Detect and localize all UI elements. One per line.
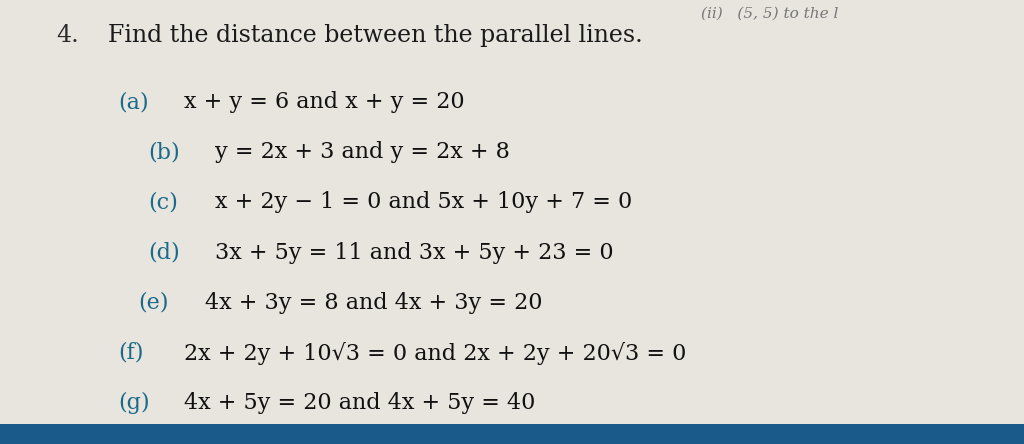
Text: 4x + 3y = 8 and 4x + 3y = 20: 4x + 3y = 8 and 4x + 3y = 20 [205, 292, 543, 314]
Bar [0, 424, 1024, 444]
Text: Find the distance between the parallel lines.: Find the distance between the parallel l… [108, 24, 642, 48]
Text: 3x + 5y = 11 and 3x + 5y + 23 = 0: 3x + 5y = 11 and 3x + 5y + 23 = 0 [215, 242, 613, 264]
Text: (f): (f) [118, 342, 143, 364]
Text: (g): (g) [118, 392, 150, 414]
Text: (c): (c) [148, 191, 178, 214]
Text: (e): (e) [138, 292, 169, 314]
Text: x + y = 6 and x + y = 20: x + y = 6 and x + y = 20 [184, 91, 465, 113]
Text: (ii)   (5, 5) to the l: (ii) (5, 5) to the l [701, 7, 839, 21]
Text: 2x + 2y + 10√3 = 0 and 2x + 2y + 20√3 = 0: 2x + 2y + 10√3 = 0 and 2x + 2y + 20√3 = … [184, 342, 687, 365]
Text: 4x + 5y = 20 and 4x + 5y = 40: 4x + 5y = 20 and 4x + 5y = 40 [184, 392, 536, 414]
Text: 4.: 4. [56, 24, 79, 48]
Text: x + 2y − 1 = 0 and 5x + 10y + 7 = 0: x + 2y − 1 = 0 and 5x + 10y + 7 = 0 [215, 191, 632, 214]
Text: y = 2x + 3 and y = 2x + 8: y = 2x + 3 and y = 2x + 8 [215, 141, 510, 163]
Text: (b): (b) [148, 141, 180, 163]
Text: (a): (a) [118, 91, 148, 113]
Text: (d): (d) [148, 242, 180, 264]
